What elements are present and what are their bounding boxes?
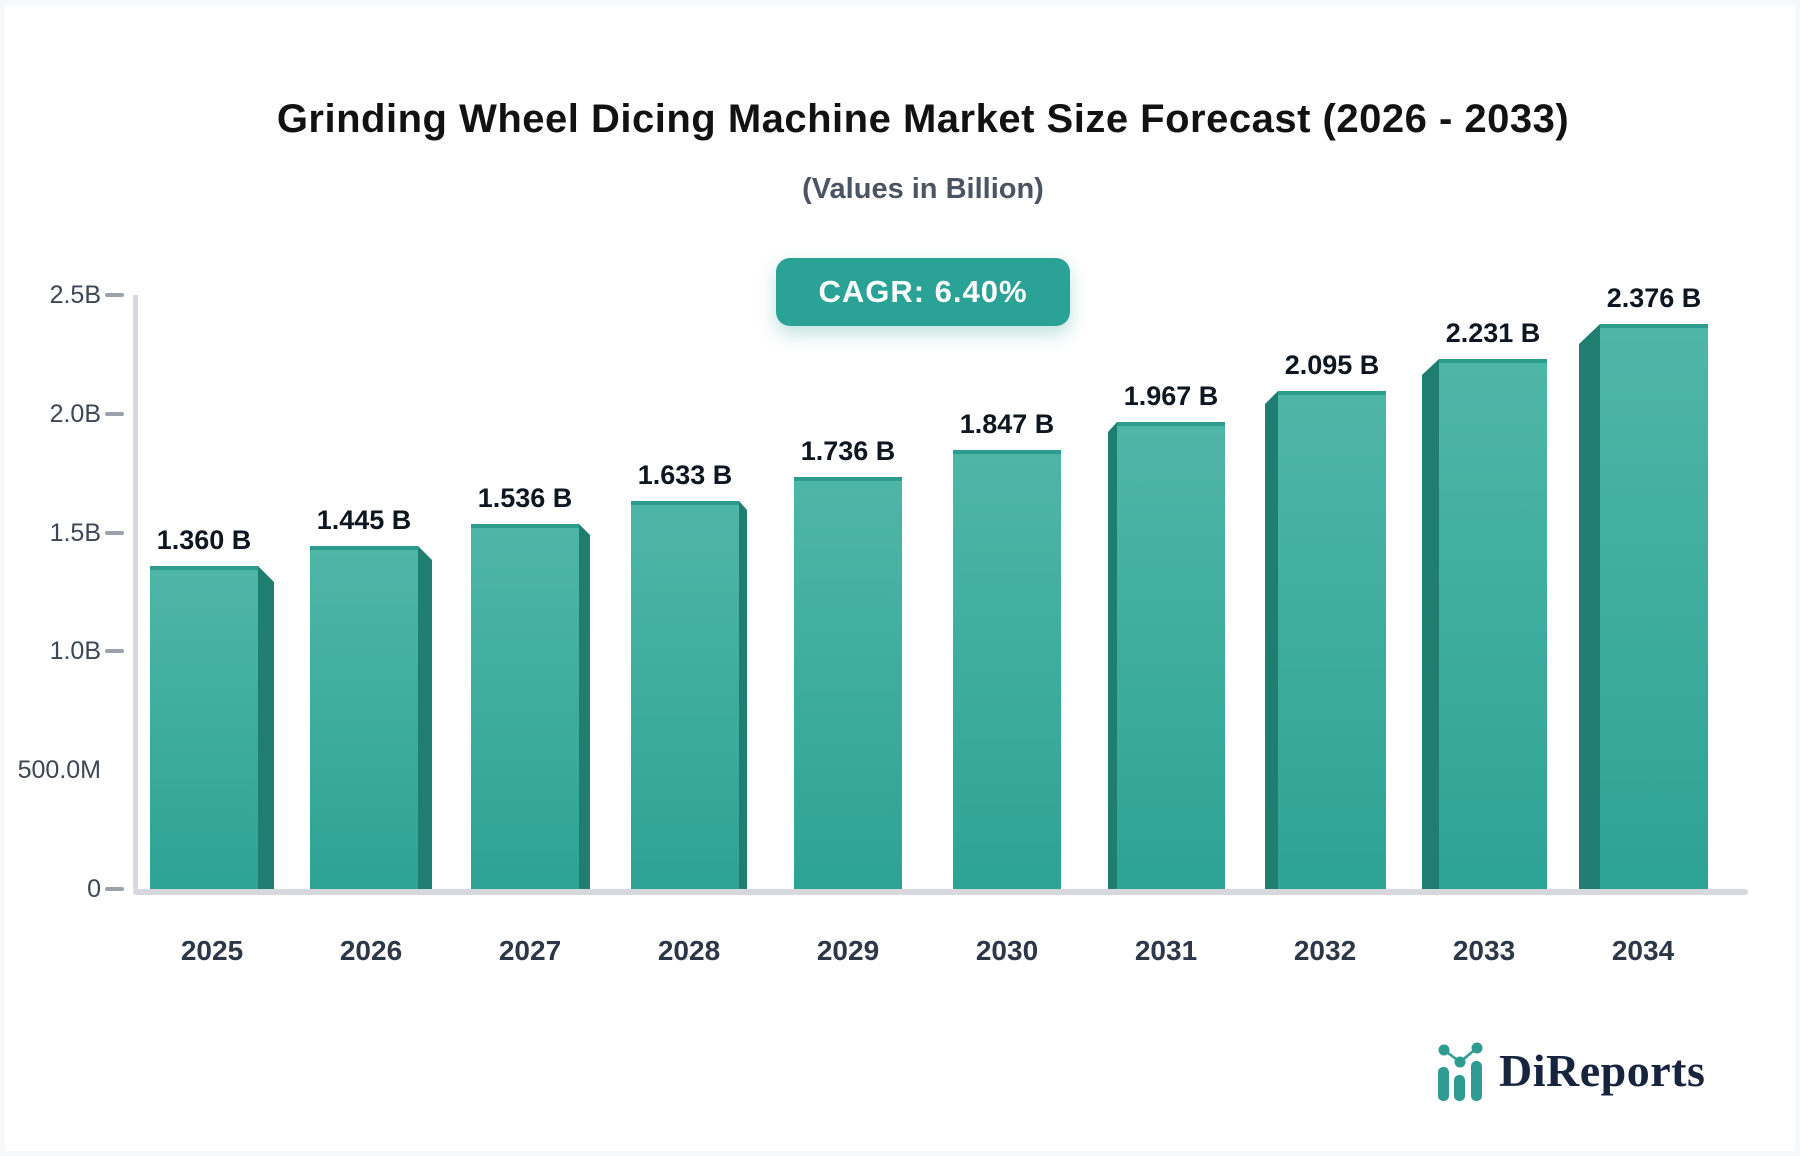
y-tick-label: 2.5B: [49, 281, 101, 309]
bar-value-label: 2.376 B: [1606, 283, 1702, 313]
y-tick-dash: [105, 887, 124, 891]
x-tick-label: 2033: [1452, 935, 1516, 966]
bar-2027: [471, 524, 590, 889]
x-tick-label: 2032: [1293, 935, 1357, 966]
bar-2033: [1422, 359, 1547, 889]
y-tick-dash: [105, 412, 124, 416]
cagr-badge-row: CAGR: 6.40%: [51, 258, 1795, 326]
y-tick-label: 1.0B: [49, 637, 101, 665]
y-tick-dash: [105, 649, 124, 653]
x-tick-label: 2029: [816, 935, 880, 966]
x-tick-label: 2025: [180, 935, 244, 966]
y-tick-label: 1.5B: [49, 519, 101, 547]
x-tick-label: 2034: [1611, 935, 1675, 966]
bar-2029: [794, 477, 902, 889]
y-tick-label: 2.0B: [49, 400, 101, 428]
chart-title: Grinding Wheel Dicing Machine Market Siz…: [276, 97, 1570, 141]
logo-text: DiReports: [1499, 1045, 1706, 1096]
bar-2031: [1108, 422, 1225, 889]
bar-2034: [1579, 324, 1708, 889]
bar-value-label: 1.633 B: [637, 460, 733, 490]
y-tick-dash: [105, 293, 124, 297]
x-tick-label: 2027: [498, 935, 562, 966]
chart-subtitle: (Values in Billion): [802, 173, 1044, 205]
cagr-badge: CAGR: 6.40%: [776, 258, 1070, 326]
x-tick-label: 2026: [339, 935, 403, 966]
bar-value-label: 2.095 B: [1284, 350, 1380, 380]
x-tick-label: 2030: [975, 935, 1039, 966]
chart-card: Grinding Wheel Dicing Machine Market Siz…: [5, 5, 1795, 1151]
bar-2028: [631, 501, 747, 889]
bar-value-label: 2.231 B: [1445, 318, 1541, 348]
y-tick-label: 500.0M: [17, 756, 101, 784]
direports-logo: DiReports: [1435, 1039, 1705, 1103]
x-tick-label: 2031: [1134, 935, 1198, 966]
bar-value-label: 1.445 B: [316, 505, 412, 535]
x-tick-label: 2028: [657, 935, 721, 966]
bar-2026: [310, 546, 432, 889]
bar-2032: [1265, 391, 1386, 889]
logo-icon: [1438, 1042, 1483, 1101]
bar-value-label: 1.536 B: [477, 483, 573, 513]
bar-value-label: 1.736 B: [800, 436, 896, 466]
bar-value-label: 1.847 B: [959, 409, 1055, 439]
bar-value-label: 1.360 B: [156, 525, 252, 555]
x-axis-baseline: [133, 889, 1748, 895]
bar-value-label: 1.967 B: [1123, 381, 1219, 411]
bar-2025: [150, 566, 274, 889]
y-tick-dash: [105, 531, 124, 535]
plot-area: 2.5B 2.0B 1.5B 1.0B 500.0M 0 1.360 B 1.445 B 1.…: [5, 5, 1795, 1151]
y-tick-label: 0: [87, 875, 101, 903]
y-axis-line: [133, 295, 138, 889]
bar-2030: [953, 450, 1061, 889]
